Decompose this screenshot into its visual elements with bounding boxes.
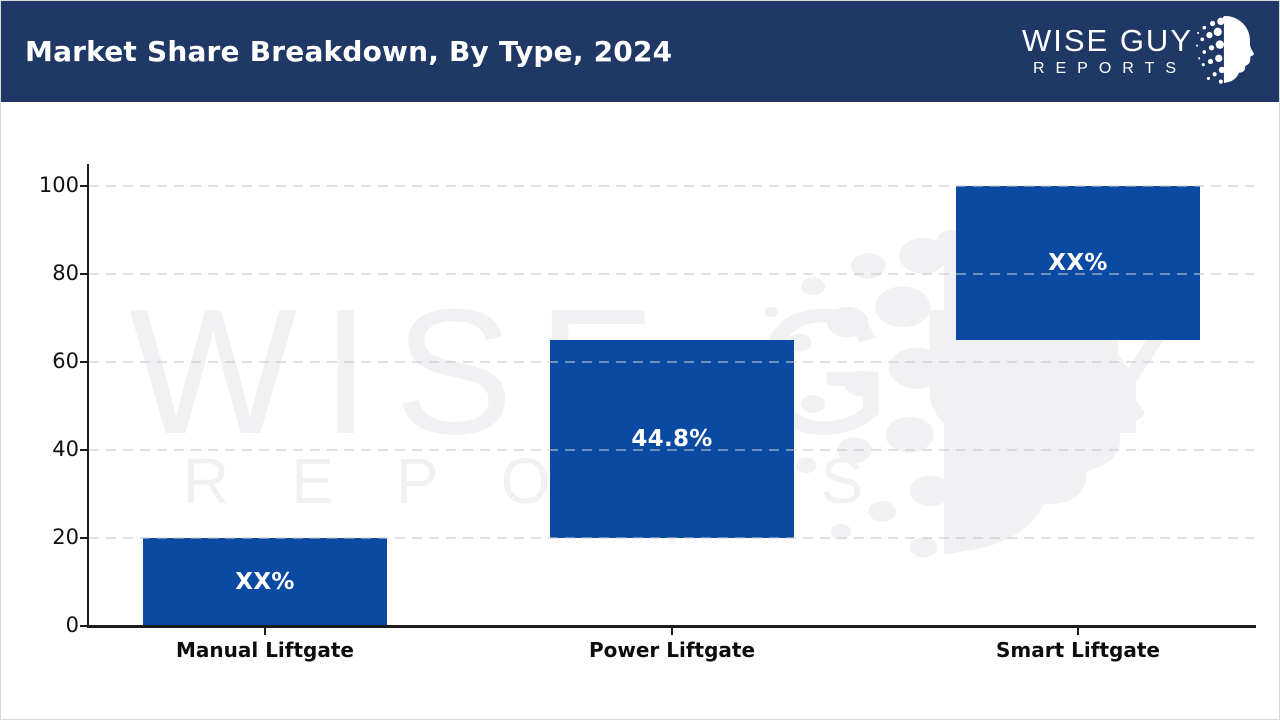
- y-tick-label-text: 60: [52, 349, 79, 373]
- y-tick-label-text: 40: [52, 437, 79, 461]
- x-axis: [87, 625, 1256, 628]
- gridline-20: [89, 537, 1254, 539]
- wiseguy-logo: WISE GUY REPORTS: [1022, 15, 1257, 89]
- bar-manual-liftgate: XX%: [143, 537, 387, 626]
- category-label-text: Smart Liftgate: [996, 638, 1160, 662]
- x-tick: [264, 626, 266, 635]
- y-tick-label-text: 100: [38, 173, 79, 197]
- y-tick-label-text: 80: [52, 261, 79, 285]
- y-tick: [80, 361, 88, 363]
- logo-face-icon: [1195, 15, 1257, 89]
- y-tick: [80, 537, 88, 539]
- gridline-100: [89, 185, 1254, 187]
- header-bar: Market Share Breakdown, By Type, 2024 WI…: [1, 1, 1279, 102]
- y-tick: [80, 625, 88, 627]
- bar-smart-liftgate: XX%: [956, 186, 1200, 341]
- y-tick-label: 0: [9, 615, 79, 636]
- category-label: Smart Liftgate: [918, 638, 1238, 662]
- category-label: Manual Liftgate: [105, 638, 425, 662]
- gridline-80: [89, 273, 1254, 275]
- bar-manual-liftgate-text: XX%: [235, 568, 295, 595]
- y-tick-label: 60: [9, 351, 79, 372]
- y-tick-label: 100: [9, 175, 79, 196]
- y-tick-label-text: 0: [65, 613, 79, 637]
- x-tick: [671, 626, 673, 635]
- category-label-text: Manual Liftgate: [176, 638, 354, 662]
- logo-text: WISE GUY REPORTS: [1022, 25, 1193, 78]
- y-tick: [80, 185, 88, 187]
- chart-title: Market Share Breakdown, By Type, 2024: [25, 35, 673, 68]
- y-tick-label: 40: [9, 439, 79, 460]
- logo-wordmark: WISE GUY: [1021, 23, 1193, 59]
- y-tick-label-text: 20: [52, 525, 79, 549]
- x-tick: [1077, 626, 1079, 635]
- y-tick: [80, 449, 88, 451]
- category-label-text: Power Liftgate: [588, 638, 756, 662]
- y-tick-label: 80: [9, 263, 79, 284]
- bar-power-liftgate: 44.8%: [550, 340, 794, 538]
- category-label: Power Liftgate: [512, 638, 832, 662]
- y-tick-label: 20: [9, 527, 79, 548]
- gridline-60: [89, 361, 1254, 363]
- y-axis: [87, 164, 89, 626]
- y-tick: [80, 273, 88, 275]
- gridline-40: [89, 449, 1254, 451]
- bar-power-liftgate-text: 44.8%: [631, 425, 713, 452]
- logo-subtitle: REPORTS: [1032, 59, 1188, 77]
